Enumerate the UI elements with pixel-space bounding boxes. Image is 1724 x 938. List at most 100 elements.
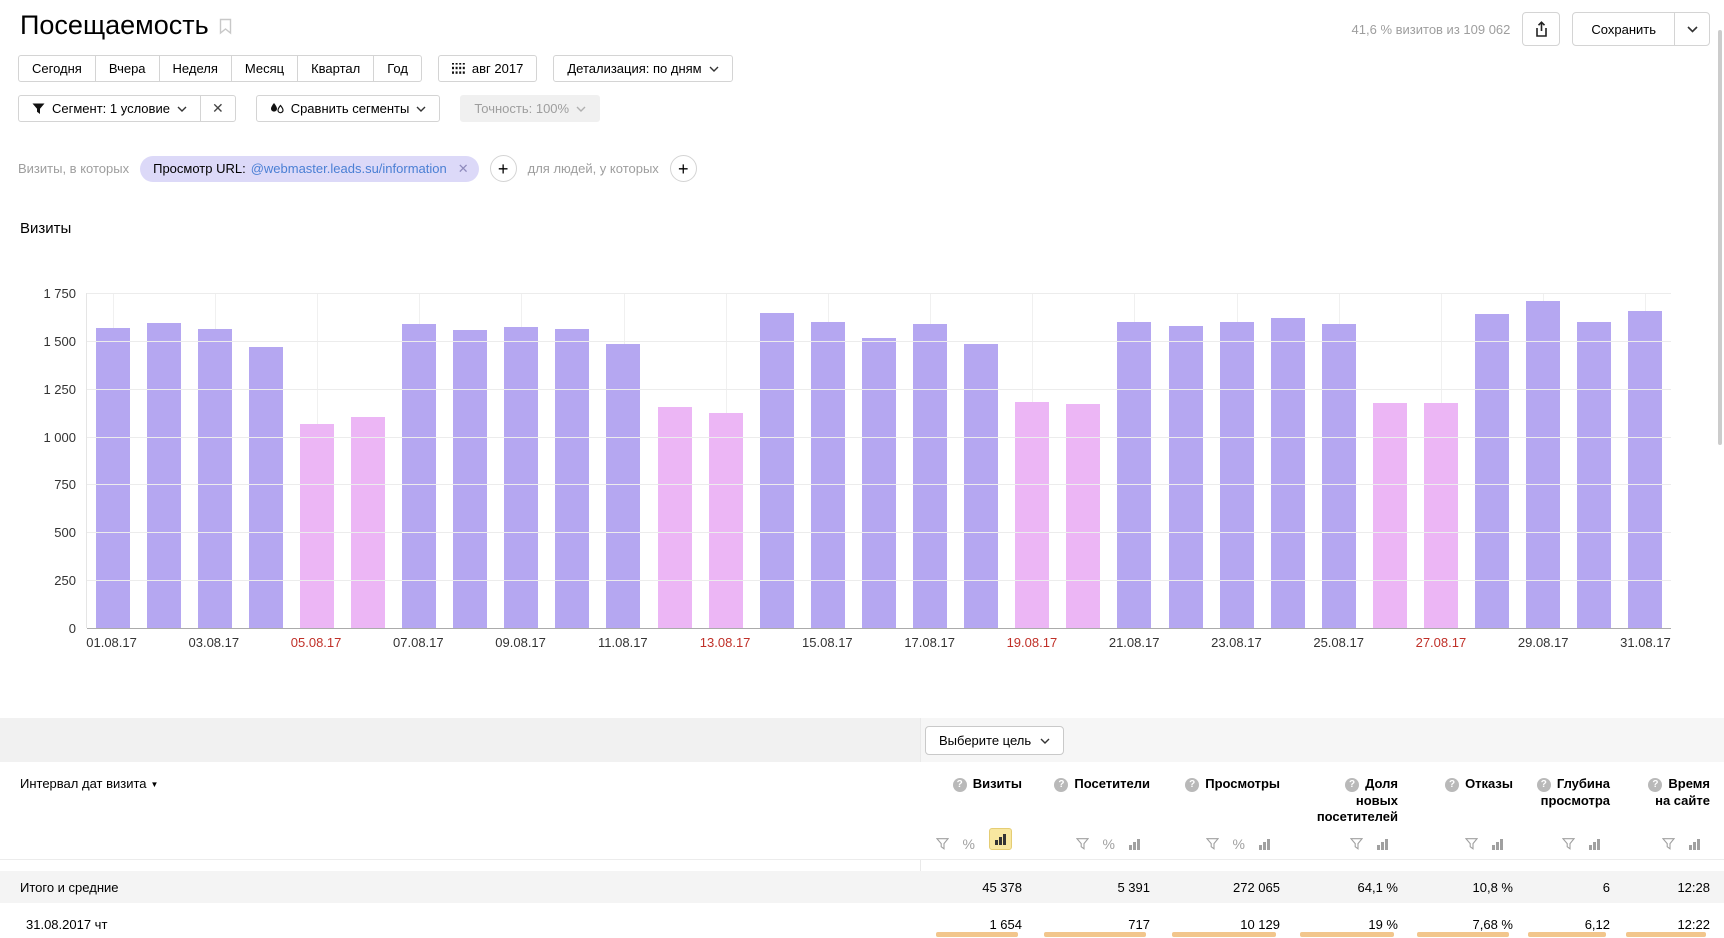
visits-bar-02.08.17[interactable] <box>146 323 181 628</box>
visits-bar-13.08.17[interactable] <box>708 413 743 628</box>
help-icon[interactable]: ? <box>952 778 967 792</box>
value-magnitude-bar <box>1417 932 1509 937</box>
filter-tool-icon[interactable] <box>1205 838 1219 850</box>
filter-tool-icon[interactable] <box>1350 838 1363 850</box>
visits-bar-23.08.17[interactable] <box>1219 321 1254 628</box>
visits-bar-07.08.17[interactable] <box>402 323 437 628</box>
help-icon[interactable]: ? <box>1054 778 1069 792</box>
period-tab-год[interactable]: Год <box>373 55 422 82</box>
bars-tool-icon[interactable] <box>1259 838 1270 850</box>
x-tick-label: 23.08.17 <box>1211 635 1262 650</box>
visits-bar-06.08.17[interactable] <box>351 416 386 628</box>
save-dropdown-button[interactable] <box>1674 12 1710 46</box>
vertical-scrollbar[interactable] <box>1718 30 1722 445</box>
period-tab-квартал[interactable]: Квартал <box>297 55 375 82</box>
compare-segments-button[interactable]: Сравнить сегменты <box>255 95 441 122</box>
gridline <box>87 388 1671 390</box>
visits-bar-14.08.17[interactable] <box>759 312 794 628</box>
visits-bar-30.08.17[interactable] <box>1577 321 1612 628</box>
gridline <box>87 628 1671 629</box>
visits-bar-15.08.17[interactable] <box>810 321 845 628</box>
value-magnitude-bar <box>1300 932 1394 937</box>
filter-tool-icon[interactable] <box>1562 838 1575 850</box>
chip-remove-icon[interactable]: ✕ <box>457 160 469 176</box>
add-visit-condition-button[interactable]: + <box>489 155 517 182</box>
visits-bar-10.08.17[interactable] <box>555 328 590 628</box>
column-header[interactable]: ? Посетители <box>1022 762 1150 793</box>
bars-tool-icon[interactable] <box>1492 838 1503 850</box>
bars-tool-icon[interactable] <box>1589 838 1600 850</box>
column-header[interactable]: ? Время на сайте <box>1610 762 1710 809</box>
visits-bar-18.08.17[interactable] <box>964 343 999 628</box>
percent-tool-icon[interactable]: % <box>1103 837 1115 851</box>
cell-value: 12:28 <box>1677 879 1710 895</box>
visits-bar-09.08.17[interactable] <box>504 326 539 628</box>
value-magnitude-bar <box>1528 932 1606 937</box>
help-icon[interactable]: ? <box>1445 778 1460 792</box>
column-header[interactable]: ? Доля новых посетителей <box>1316 776 1398 824</box>
visits-bar-28.08.17[interactable] <box>1475 313 1510 628</box>
column-header[interactable]: ? Визиты <box>920 762 1022 793</box>
visits-bar-03.08.17[interactable] <box>197 329 232 628</box>
gridline <box>87 580 1671 582</box>
segment-button[interactable]: Сегмент: 1 условие <box>18 95 201 122</box>
column-header[interactable]: ? Глубина просмотра <box>1513 762 1610 809</box>
visits-bar-16.08.17[interactable] <box>861 337 896 628</box>
visits-bar-19.08.17[interactable] <box>1015 402 1050 628</box>
add-user-condition-button[interactable]: + <box>669 155 697 182</box>
visits-bar-17.08.17[interactable] <box>913 323 948 628</box>
percent-tool-icon[interactable]: % <box>963 837 975 851</box>
visits-bar-27.08.17[interactable] <box>1423 402 1458 628</box>
help-icon[interactable]: ? <box>1185 778 1200 792</box>
row-dimension-header[interactable]: Интервал дат визита ▼ <box>20 776 159 791</box>
visits-bar-08.08.17[interactable] <box>453 329 488 628</box>
select-goal-button[interactable]: Выберите цель <box>925 726 1065 755</box>
visits-bar-21.08.17[interactable] <box>1117 321 1152 628</box>
value-cell: 10 129 <box>1150 911 1280 938</box>
visits-bar-11.08.17[interactable] <box>606 343 641 628</box>
visits-bar-20.08.17[interactable] <box>1066 403 1101 628</box>
bars-tool-icon[interactable] <box>1377 838 1388 850</box>
visits-bar-01.08.17[interactable] <box>95 328 130 628</box>
help-icon[interactable]: ? <box>1345 778 1360 792</box>
segment-clear-button[interactable]: ✕ <box>199 95 236 122</box>
visits-bar-05.08.17[interactable] <box>299 424 334 628</box>
droplets-icon <box>270 102 284 115</box>
column-header[interactable]: ? Просмотры <box>1150 762 1280 793</box>
export-button[interactable] <box>1522 12 1561 46</box>
percent-tool-icon[interactable]: % <box>1233 837 1245 851</box>
visits-bar-12.08.17[interactable] <box>657 407 692 628</box>
visits-bar-29.08.17[interactable] <box>1526 300 1561 628</box>
filter-tool-icon[interactable] <box>1075 838 1089 850</box>
calendar-button[interactable]: авг 2017 <box>437 55 538 82</box>
bars-tool-icon[interactable] <box>1129 838 1140 850</box>
period-tab-вчера[interactable]: Вчера <box>94 55 160 82</box>
value-magnitude-bar <box>1172 932 1276 937</box>
x-tick-label: 29.08.17 <box>1517 635 1569 650</box>
filter-tool-icon[interactable] <box>1662 838 1675 850</box>
help-icon[interactable]: ? <box>1536 778 1551 792</box>
filter-tool-icon[interactable] <box>1465 838 1478 850</box>
visits-bar-31.08.17[interactable] <box>1628 311 1663 628</box>
detail-button[interactable]: Детализация: по дням <box>553 55 733 82</box>
bar-slot <box>189 293 240 628</box>
bar-slot <box>138 293 189 628</box>
visits-bar-25.08.17[interactable] <box>1321 323 1356 628</box>
visits-bar-26.08.17[interactable] <box>1372 402 1407 628</box>
bars-tool-icon[interactable] <box>1689 838 1700 850</box>
visits-bar-22.08.17[interactable] <box>1168 326 1203 628</box>
funnel-icon <box>32 103 45 115</box>
filter-tool-icon[interactable] <box>935 838 949 850</box>
save-button[interactable]: Сохранить <box>1572 12 1675 46</box>
help-icon[interactable]: ? <box>1648 778 1663 792</box>
period-tab-сегодня[interactable]: Сегодня <box>18 55 96 82</box>
filter-chip-value-link[interactable]: @webmaster.leads.su/information <box>250 161 447 176</box>
table-row[interactable]: 31.08.2017 чт 1 654 717 10 129 19 % 7,68 % 6,… <box>0 911 1724 938</box>
visits-bar-24.08.17[interactable] <box>1270 317 1305 628</box>
bookmark-icon[interactable] <box>219 18 232 35</box>
filter-chip[interactable]: Просмотр URL: @webmaster.leads.su/inform… <box>140 155 479 182</box>
period-tab-месяц[interactable]: Месяц <box>230 55 299 82</box>
bars-tool-icon[interactable] <box>989 828 1012 850</box>
column-header[interactable]: ? Отказы <box>1398 762 1513 793</box>
period-tab-неделя[interactable]: Неделя <box>158 55 232 82</box>
